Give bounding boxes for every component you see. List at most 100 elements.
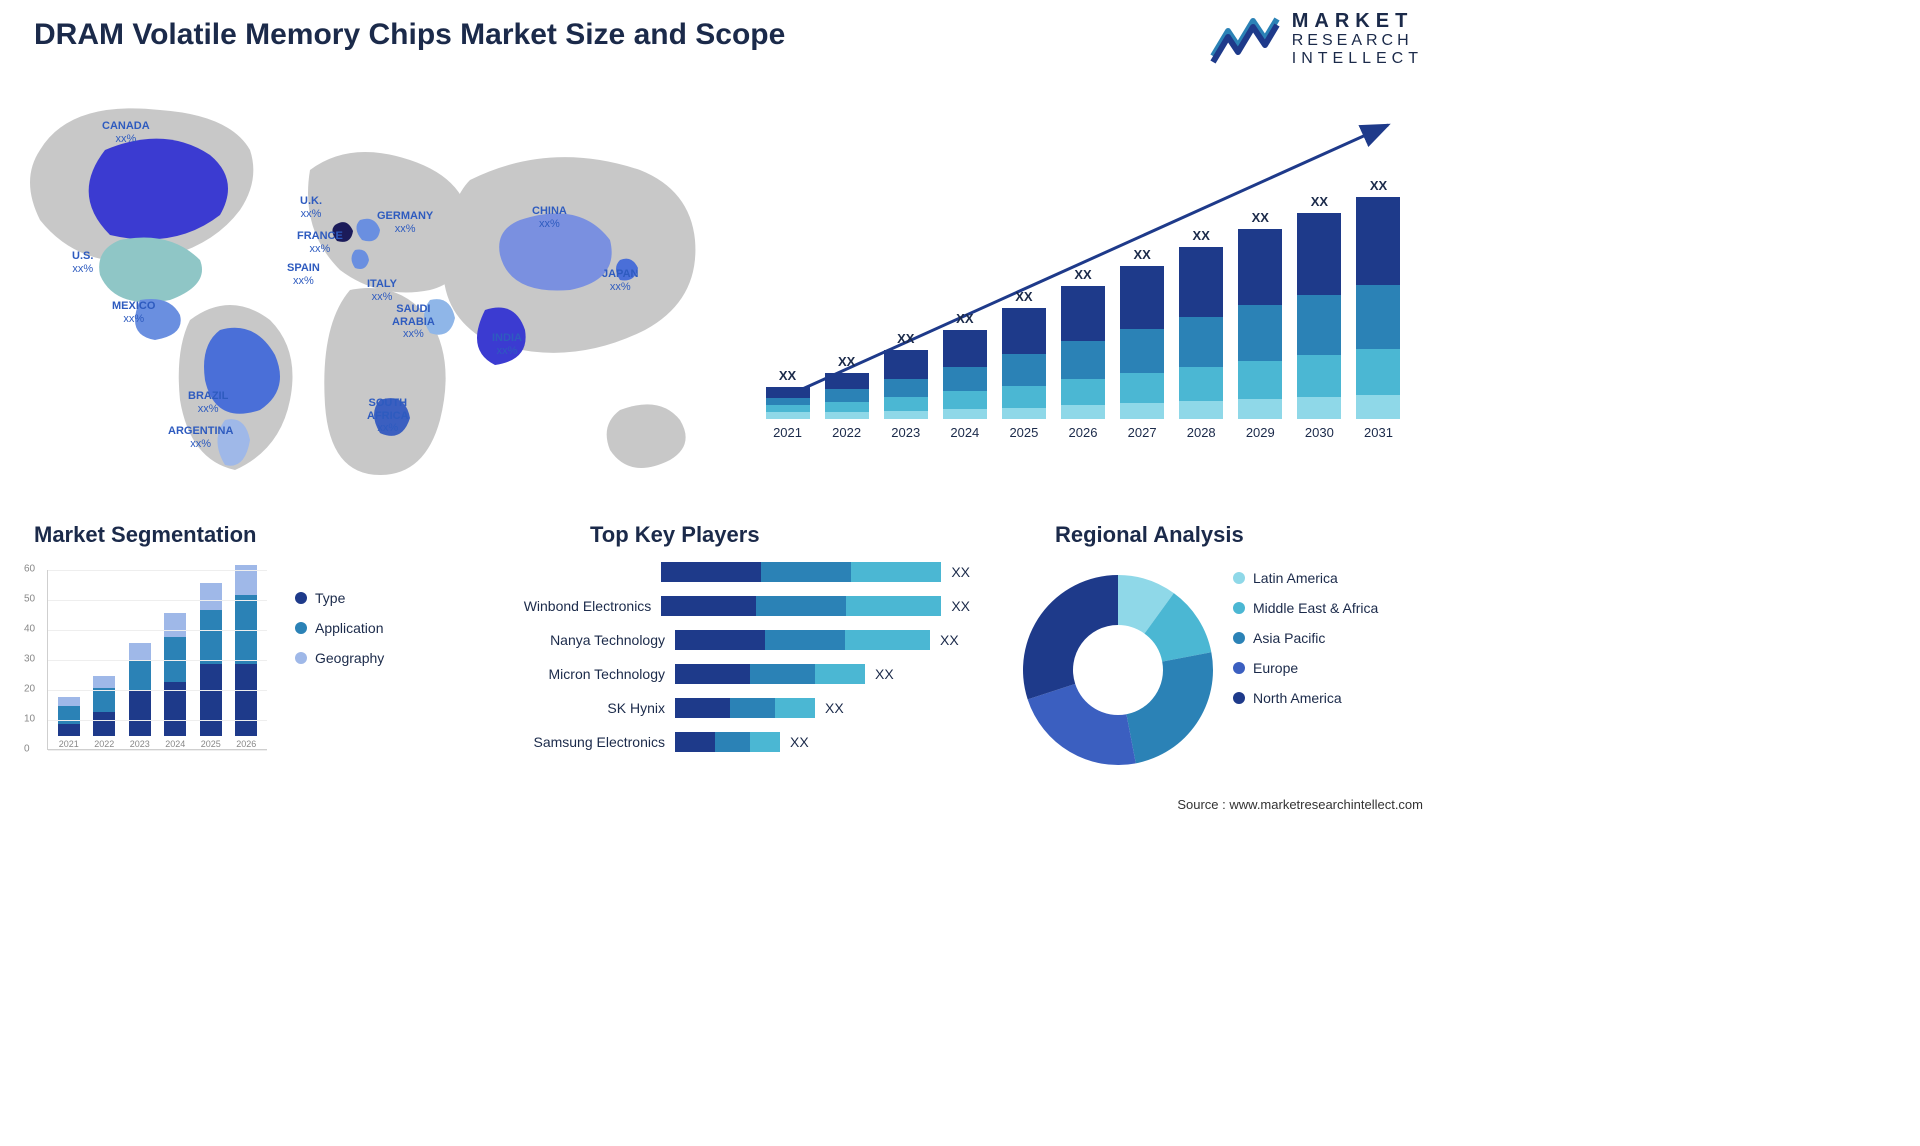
regional-chart: Latin America Middle East & Africa Asia Pa…: [1003, 555, 1423, 780]
segmentation-bar: 2021: [54, 697, 84, 749]
keyplayer-value: XX: [875, 666, 894, 682]
growth-bar-year: 2025: [1009, 425, 1038, 440]
growth-bar: XX 2027: [1118, 247, 1167, 440]
segmentation-bar: 2025: [196, 583, 226, 749]
logo-icon: [1210, 11, 1280, 66]
legend-item: Type: [295, 590, 384, 606]
country-label: JAPANxx%: [602, 268, 638, 293]
growth-bar-year: 2030: [1305, 425, 1334, 440]
section-title-regional: Regional Analysis: [1055, 522, 1244, 548]
growth-bar-year: 2027: [1128, 425, 1157, 440]
country-label: ARGENTINAxx%: [168, 425, 233, 450]
country-label: GERMANYxx%: [377, 210, 433, 235]
country-label: U.S.xx%: [72, 250, 93, 275]
keyplayer-value: XX: [790, 734, 809, 750]
growth-bar: XX 2028: [1177, 228, 1226, 440]
keyplayer-label: Nanya Technology: [520, 632, 675, 648]
growth-bar-year: 2031: [1364, 425, 1393, 440]
country-label: MEXICOxx%: [112, 300, 155, 325]
growth-bar: XX 2022: [822, 354, 871, 440]
country-label: CANADAxx%: [102, 120, 150, 145]
keyplayer-label: SK Hynix: [520, 700, 675, 716]
legend-item: Application: [295, 620, 384, 636]
legend-item: Latin America: [1233, 570, 1378, 586]
growth-bar-value: XX: [1015, 289, 1032, 304]
segmentation-legend: Type Application Geography: [295, 590, 384, 680]
growth-bar: XX 2023: [881, 331, 930, 440]
growth-bar: XX 2031: [1354, 178, 1403, 440]
country-label: SPAINxx%: [287, 262, 320, 287]
growth-bar-year: 2029: [1246, 425, 1275, 440]
growth-bar-value: XX: [1311, 194, 1328, 209]
legend-item: Asia Pacific: [1233, 630, 1378, 646]
regional-donut: [1013, 565, 1223, 775]
growth-bar: XX 2021: [763, 368, 812, 440]
segmentation-chart: 202120222023202420252026 0102030405060 T…: [15, 560, 445, 775]
growth-bar-value: XX: [956, 311, 973, 326]
growth-bar: XX 2026: [1058, 267, 1107, 440]
donut-slice: [1126, 652, 1213, 763]
growth-bar-year: 2026: [1069, 425, 1098, 440]
keyplayer-row: Nanya Technology XX: [520, 628, 970, 651]
keyplayer-row: Micron Technology XX: [520, 662, 970, 685]
keyplayer-value: XX: [951, 598, 970, 614]
segmentation-bar: 2024: [161, 613, 191, 749]
growth-bar-value: XX: [838, 354, 855, 369]
growth-bar-year: 2022: [832, 425, 861, 440]
growth-bar-year: 2023: [891, 425, 920, 440]
growth-bar-value: XX: [1252, 210, 1269, 225]
segmentation-bar: 2022: [90, 676, 120, 749]
brand-logo: MARKET RESEARCH INTELLECT: [1210, 10, 1423, 67]
growth-bar-value: XX: [1133, 247, 1150, 262]
growth-bar-value: XX: [1074, 267, 1091, 282]
legend-item: Middle East & Africa: [1233, 600, 1378, 616]
country-label: CHINAxx%: [532, 205, 567, 230]
legend-item: North America: [1233, 690, 1378, 706]
source-attribution: Source : www.marketresearchintellect.com: [1177, 797, 1423, 812]
growth-bar: XX 2025: [999, 289, 1048, 440]
country-label: SAUDIARABIAxx%: [392, 303, 435, 341]
keyplayer-row: XX: [520, 560, 970, 583]
logo-text-2: RESEARCH: [1292, 32, 1423, 50]
keyplayer-label: Micron Technology: [520, 666, 675, 682]
country-label: INDIAxx%: [492, 332, 522, 357]
section-title-keyplayers: Top Key Players: [590, 522, 760, 548]
country-label: BRAZILxx%: [188, 390, 228, 415]
growth-bar-value: XX: [897, 331, 914, 346]
growth-bar: XX 2024: [940, 311, 989, 440]
world-map: CANADAxx% U.S.xx% MEXICOxx% BRAZILxx% ARGENT…: [20, 90, 720, 480]
legend-item: Europe: [1233, 660, 1378, 676]
keyplayer-label: Winbond Electronics: [520, 598, 661, 614]
keyplayer-row: Winbond Electronics XX: [520, 594, 970, 617]
segmentation-bar: 2023: [125, 643, 155, 749]
donut-slice: [1023, 575, 1118, 699]
legend-item: Geography: [295, 650, 384, 666]
growth-bar-year: 2021: [773, 425, 802, 440]
keyplayer-value: XX: [825, 700, 844, 716]
keyplayer-row: Samsung Electronics XX: [520, 730, 970, 753]
country-label: U.K.xx%: [300, 195, 322, 220]
country-label: FRANCExx%: [297, 230, 343, 255]
growth-chart: XX 2021 XX 2022 XX 2023 XX 2024 XX 2025 XX 2026 XX 20…: [763, 100, 1403, 470]
country-label: ITALYxx%: [367, 278, 397, 303]
donut-slice: [1028, 684, 1136, 765]
keyplayer-row: SK Hynix XX: [520, 696, 970, 719]
growth-bar-value: XX: [779, 368, 796, 383]
keyplayers-chart: XX Winbond Electronics XX Nanya Technology X…: [520, 560, 970, 775]
growth-bar-year: 2024: [950, 425, 979, 440]
growth-bar: XX 2029: [1236, 210, 1285, 440]
page-title: DRAM Volatile Memory Chips Market Size a…: [34, 18, 785, 52]
growth-bar-year: 2028: [1187, 425, 1216, 440]
growth-bar-value: XX: [1370, 178, 1387, 193]
section-title-segmentation: Market Segmentation: [34, 522, 257, 548]
keyplayer-value: XX: [940, 632, 959, 648]
country-label: SOUTHAFRICAxx%: [367, 397, 409, 435]
keyplayer-value: XX: [951, 564, 970, 580]
growth-bar-value: XX: [1193, 228, 1210, 243]
segmentation-bar: 2026: [232, 565, 262, 749]
regional-legend: Latin America Middle East & Africa Asia Pa…: [1233, 570, 1378, 720]
logo-text-1: MARKET: [1292, 10, 1423, 32]
growth-bar: XX 2030: [1295, 194, 1344, 440]
logo-text-3: INTELLECT: [1292, 50, 1423, 68]
keyplayer-label: Samsung Electronics: [520, 734, 675, 750]
